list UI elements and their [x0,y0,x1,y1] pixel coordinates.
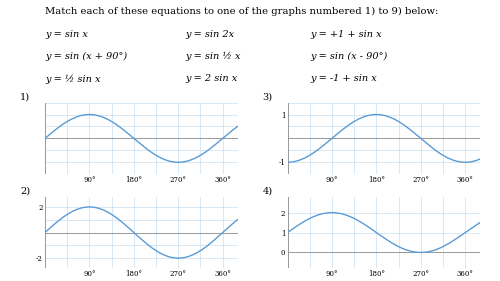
Text: y = sin ½ x: y = sin ½ x [185,52,240,61]
Text: y = sin x: y = sin x [45,30,88,38]
Text: y = ½ sin x: y = ½ sin x [45,74,100,84]
Text: y = sin 2x: y = sin 2x [185,30,234,38]
Text: y = sin (x - 90°): y = sin (x - 90°) [310,52,387,61]
Text: y = -1 + sin x: y = -1 + sin x [310,74,377,83]
Text: y = sin (x + 90°): y = sin (x + 90°) [45,52,127,61]
Text: 3): 3) [262,92,272,101]
Text: Match each of these equations to one of the graphs numbered 1) to 9) below:: Match each of these equations to one of … [45,7,438,16]
Text: 4): 4) [262,186,272,195]
Text: 1): 1) [20,92,30,101]
Text: y = 2 sin x: y = 2 sin x [185,74,238,83]
Text: y = +1 + sin x: y = +1 + sin x [310,30,382,38]
Text: 2): 2) [20,186,30,195]
